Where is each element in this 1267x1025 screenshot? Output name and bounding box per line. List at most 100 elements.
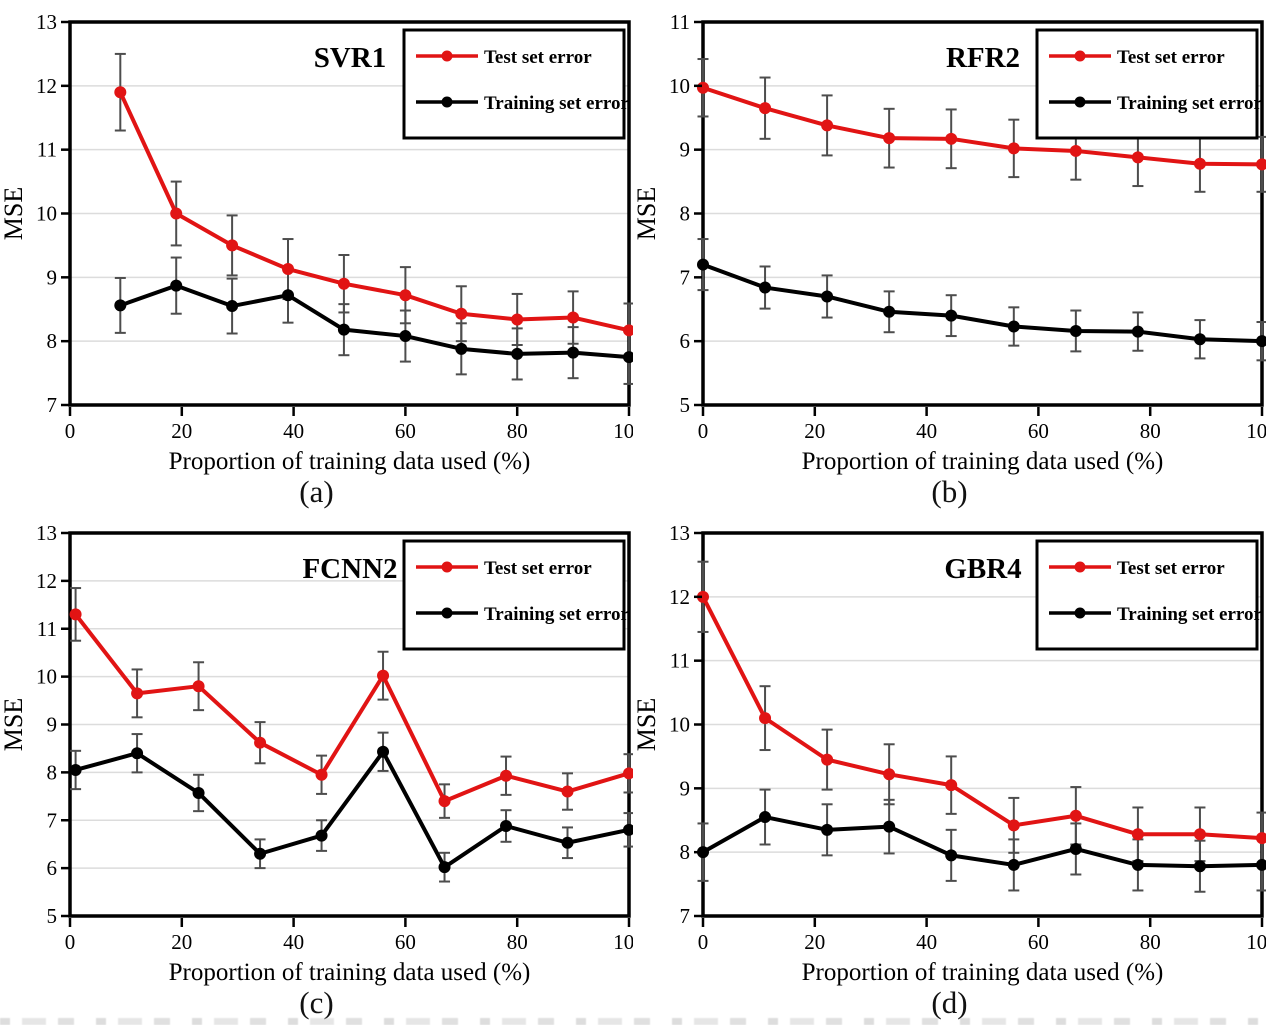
y-tick-label: 11 [670, 10, 690, 34]
plot-border [701, 531, 1264, 918]
train-series-marker [399, 330, 412, 343]
chart-title: GBR4 [944, 553, 1021, 585]
x-tick-label: 80 [1140, 930, 1161, 954]
train-series-marker [759, 281, 772, 294]
legend-box [1035, 28, 1259, 140]
train-error-bars [70, 731, 633, 883]
train-series-marker [1069, 324, 1082, 337]
y-tick-label: 11 [37, 617, 57, 641]
legend-test-entry-label: Test set error [484, 558, 592, 579]
train-series-marker [131, 747, 144, 760]
y-axis-title: MSE [0, 698, 28, 751]
test-series-marker [438, 795, 451, 808]
train-series-marker [226, 300, 239, 313]
test-series-marker [254, 736, 267, 749]
test-series-marker [315, 768, 328, 781]
train-series-marker [114, 299, 127, 312]
chart-d-svg: 0 20 40 60 80 100 7 8 9 10 11 12 13 Proportion of tra… [633, 521, 1266, 986]
train-series-marker [69, 763, 82, 776]
test-series-line [74, 613, 630, 804]
y-tick-label: 11 [37, 138, 57, 162]
y-tick-label: 13 [36, 10, 57, 34]
y-tick-label: 7 [47, 393, 58, 417]
train-series-marker [883, 305, 896, 318]
axis-ticks: 0 20 40 60 80 100 7 8 9 10 11 12 13 [36, 10, 633, 443]
test-series-marker [567, 311, 580, 324]
train-series-marker [821, 823, 834, 836]
chart-title: SVR1 [314, 42, 387, 74]
y-axis-title: MSE [633, 187, 661, 240]
train-series-marker [821, 290, 834, 303]
x-tick-label: 0 [698, 419, 709, 443]
x-tick-label: 20 [171, 930, 192, 954]
x-tick-label: 60 [1028, 930, 1049, 954]
test-series [114, 86, 633, 337]
legend-train-entry-label: Training set error [1117, 604, 1262, 625]
train-series-line [702, 815, 1263, 869]
train-series-marker [623, 351, 633, 364]
y-tick-label: 7 [680, 904, 691, 928]
train-series-line [702, 262, 1263, 344]
train-series-marker [1131, 858, 1144, 871]
test-series-marker [697, 81, 709, 94]
legend-train-entry-label: Training set error [484, 93, 629, 114]
x-tick-label: 20 [804, 930, 825, 954]
legend: Test set error Training set error [1035, 539, 1262, 651]
train-series [697, 811, 1266, 873]
train-series-marker [511, 347, 524, 360]
chart-b-svg: 0 20 40 60 80 100 5 6 7 8 9 10 11 Proportion of train… [633, 10, 1266, 475]
x-tick-label: 80 [507, 930, 528, 954]
test-series-marker [170, 207, 183, 220]
y-tick-label: 9 [680, 776, 691, 800]
test-series-marker [455, 307, 468, 320]
train-series-marker [170, 279, 183, 292]
test-series-marker [1193, 828, 1206, 841]
test-series-marker [1069, 144, 1082, 157]
legend-train-entry: Training set error [416, 93, 629, 114]
x-tick-label: 60 [1028, 419, 1049, 443]
test-series-line [118, 91, 630, 333]
legend-train-entry-label: Training set error [484, 604, 629, 625]
legend: Test set error Training set error [1035, 28, 1262, 140]
y-axis-title: MSE [633, 698, 661, 751]
y-tick-label: 8 [680, 840, 691, 864]
train-series-marker [282, 289, 295, 302]
chart-a-svg: 0 20 40 60 80 100 7 8 9 10 11 12 13 Proportion of tra… [0, 10, 633, 475]
legend-test-entry: Test set error [1049, 558, 1225, 579]
test-series-marker [1256, 158, 1266, 171]
train-series [697, 258, 1266, 348]
legend-train-entry: Training set error [1049, 604, 1262, 625]
test-series-marker [945, 779, 958, 792]
test-series-marker [883, 768, 896, 781]
train-series-marker [1193, 860, 1206, 873]
axis-ticks: 0 20 40 60 80 100 5 6 7 8 9 10 11 [669, 10, 1266, 443]
test-series-marker [759, 102, 772, 115]
train-series-marker [337, 323, 350, 336]
test-series-marker [1007, 142, 1020, 155]
train-error-bars [114, 256, 633, 385]
test-series-marker [1007, 819, 1020, 832]
train-series [69, 745, 633, 874]
y-tick-label: 10 [36, 665, 57, 689]
legend-test-entry-label: Test set error [1117, 558, 1225, 579]
panel-a: 0 20 40 60 80 100 7 8 9 10 11 12 13 Proportion of tra… [0, 0, 633, 511]
y-tick-label: 10 [36, 202, 57, 226]
test-series-marker [226, 239, 239, 252]
test-series-marker [1069, 809, 1082, 822]
gridlines [70, 85, 629, 342]
test-series-marker [821, 753, 834, 766]
chart-title: RFR2 [946, 42, 1020, 74]
y-tick-label: 13 [669, 521, 690, 545]
axis-ticks: 0 20 40 60 80 100 5 6 7 8 9 10 11 12 13 [36, 521, 633, 954]
train-series-marker [883, 820, 896, 833]
x-tick-label: 40 [916, 419, 937, 443]
x-tick-label: 100 [613, 419, 633, 443]
y-tick-label: 13 [36, 521, 57, 545]
panel-d-caption: (d) [931, 985, 968, 1020]
train-series-marker [945, 309, 958, 322]
test-series-marker [1193, 157, 1206, 170]
test-series-marker [759, 712, 772, 725]
train-series-marker [1069, 842, 1082, 855]
train-series-marker [455, 342, 468, 355]
